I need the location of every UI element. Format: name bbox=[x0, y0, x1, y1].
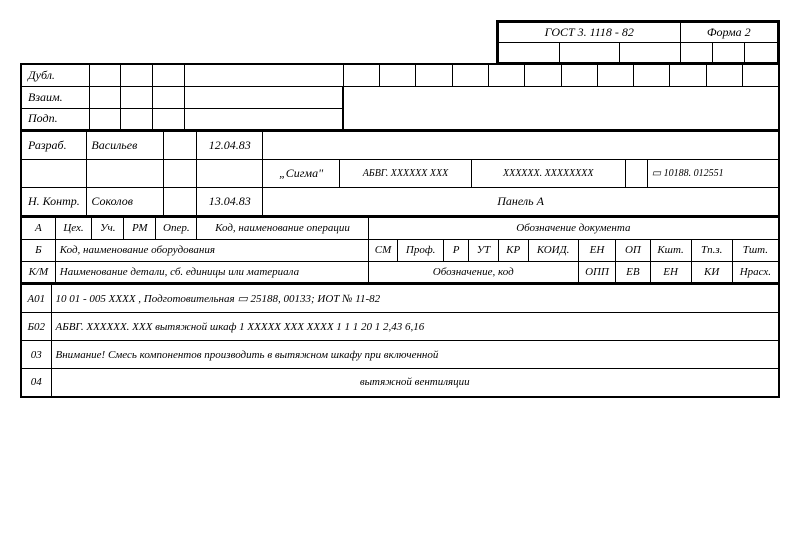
col-rm: РМ bbox=[124, 217, 156, 239]
razrab-name: Васильев bbox=[87, 132, 164, 160]
col-koid: КОИД. bbox=[528, 239, 578, 261]
dev-cell bbox=[164, 188, 197, 216]
stamp-cell bbox=[343, 64, 379, 86]
code1: АБВГ. ХХХХХХ ХХХ bbox=[340, 160, 472, 188]
col-prof: Проф. bbox=[398, 239, 444, 261]
stamp-cell bbox=[380, 64, 416, 86]
code3: ▭ 10188. 012551 bbox=[647, 160, 779, 188]
col-B: Б bbox=[21, 239, 55, 261]
row-text: вытяжной вентиляции bbox=[51, 369, 779, 397]
stamp-cell bbox=[153, 108, 185, 130]
gost-cell bbox=[713, 43, 745, 63]
col-opp: ОПП bbox=[578, 261, 616, 283]
stamp-cell bbox=[121, 108, 153, 130]
col-tpz: Tп.з. bbox=[691, 239, 732, 261]
row-text: АБВГ. ХХХХХХ. ХХХ вытяжной шкаф 1 ХХХХХ … bbox=[51, 313, 779, 341]
col-oper: Опер. bbox=[156, 217, 197, 239]
stamp-cell bbox=[634, 64, 670, 86]
gost-header-block: ГОСТ 3. 1118 - 82 Форма 2 bbox=[20, 20, 780, 63]
col-r: Р bbox=[444, 239, 469, 261]
col-ki: КИ bbox=[691, 261, 732, 283]
col-op: ОП bbox=[616, 239, 650, 261]
nkontr-name: Соколов bbox=[87, 188, 164, 216]
dev-table: Разраб. Васильев 12.04.83 „Сигма" АБВГ. … bbox=[20, 131, 780, 217]
col-obozn-kod: Обозначение, код bbox=[368, 261, 578, 283]
dev-cell bbox=[21, 160, 87, 188]
stamp-cell bbox=[706, 64, 742, 86]
stamp-cell bbox=[153, 86, 185, 108]
row-num: 03 bbox=[21, 341, 51, 369]
columns-table: А Цех. Уч. РМ Опер. Код, наименование оп… bbox=[20, 217, 780, 285]
col-tseh: Цех. bbox=[55, 217, 92, 239]
dev-cell bbox=[197, 160, 263, 188]
gost-cell bbox=[499, 43, 560, 63]
nkontr-date: 13.04.83 bbox=[197, 188, 263, 216]
col-A: А bbox=[21, 217, 55, 239]
stamp-cell bbox=[488, 64, 524, 86]
stamp-merge bbox=[343, 86, 779, 130]
col-en: ЕН bbox=[578, 239, 616, 261]
stamp-podp: Подп. bbox=[21, 108, 89, 130]
stamp-cell bbox=[597, 64, 633, 86]
row-num: А01 bbox=[21, 285, 51, 313]
gost-cell bbox=[620, 43, 681, 63]
stamp-cell bbox=[89, 86, 121, 108]
gost-cell bbox=[745, 43, 778, 63]
stamp-cell bbox=[525, 64, 561, 86]
dev-cell bbox=[164, 160, 197, 188]
dev-blank bbox=[263, 132, 779, 160]
col-km-label: Наименование детали, сб. единицы или мат… bbox=[55, 261, 368, 283]
col-obozn-doc: Обозначение документа bbox=[368, 217, 779, 239]
form-document: ГОСТ 3. 1118 - 82 Форма 2 Дубл. bbox=[20, 20, 780, 398]
stamp-cell bbox=[743, 64, 780, 86]
stamp-cell bbox=[184, 86, 343, 108]
stamp-cell bbox=[452, 64, 488, 86]
col-ev: ЕВ bbox=[616, 261, 650, 283]
razrab-date: 12.04.83 bbox=[197, 132, 263, 160]
stamp-cell bbox=[670, 64, 706, 86]
stamp-cell bbox=[153, 64, 185, 86]
org-name: „Сигма" bbox=[263, 160, 340, 188]
dev-cell bbox=[625, 160, 647, 188]
dev-cell bbox=[164, 132, 197, 160]
gost-table: ГОСТ 3. 1118 - 82 Форма 2 bbox=[498, 22, 778, 63]
razrab-label: Разраб. bbox=[21, 132, 87, 160]
stamp-cell bbox=[89, 64, 121, 86]
col-nrash: Нрасх. bbox=[732, 261, 779, 283]
stamp-cell bbox=[561, 64, 597, 86]
data-rows-table: А01 10 01 - 005 ХХХХ , Подготовительная … bbox=[20, 284, 780, 398]
stamp-cell bbox=[89, 108, 121, 130]
col-kr: КР bbox=[498, 239, 528, 261]
col-uch: Уч. bbox=[92, 217, 124, 239]
gost-code: ГОСТ 3. 1118 - 82 bbox=[499, 23, 681, 43]
col-ksht: Kшт. bbox=[650, 239, 691, 261]
stamp-vzaim: Взаим. bbox=[21, 86, 89, 108]
stamp-cell bbox=[416, 64, 452, 86]
stamp-cell bbox=[121, 86, 153, 108]
nkontr-label: Н. Контр. bbox=[21, 188, 87, 216]
col-ut: УТ bbox=[469, 239, 499, 261]
col-tsht: Tшт. bbox=[732, 239, 779, 261]
row-num: 04 bbox=[21, 369, 51, 397]
stamp-table: Дубл. Взаим. Подп. bbox=[20, 63, 780, 131]
row-text: Внимание! Смесь компонентов производить … bbox=[51, 341, 779, 369]
stamp-cell bbox=[121, 64, 153, 86]
row-text: 10 01 - 005 ХХХХ , Подготовительная ▭ 25… bbox=[51, 285, 779, 313]
gost-form: Форма 2 bbox=[680, 23, 777, 43]
panel-title: Панель А bbox=[263, 188, 779, 216]
col-KM: К/М bbox=[21, 261, 55, 283]
col-kodop: Код, наименование операции bbox=[197, 217, 368, 239]
col-kodob: Код, наименование оборудования bbox=[55, 239, 368, 261]
stamp-cell bbox=[184, 108, 343, 130]
code2: ХХХХХХ. ХХХХХХХХ bbox=[471, 160, 625, 188]
dev-cell bbox=[87, 160, 164, 188]
col-en2: ЕН bbox=[650, 261, 691, 283]
stamp-dubl: Дубл. bbox=[21, 64, 89, 86]
gost-cell bbox=[559, 43, 620, 63]
gost-cell bbox=[680, 43, 712, 63]
col-sm: СМ bbox=[368, 239, 398, 261]
stamp-cell bbox=[184, 64, 343, 86]
row-num: Б02 bbox=[21, 313, 51, 341]
